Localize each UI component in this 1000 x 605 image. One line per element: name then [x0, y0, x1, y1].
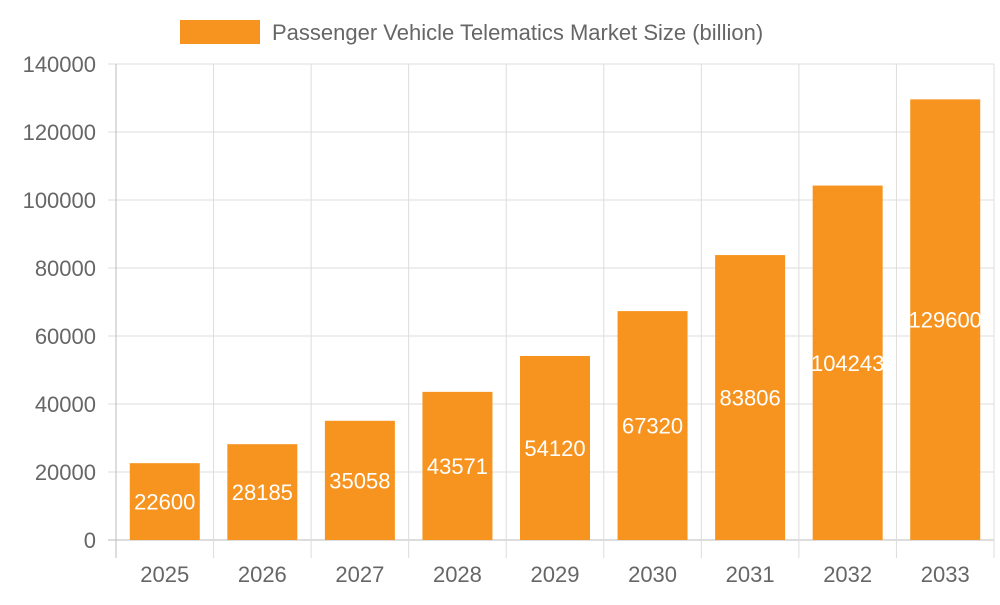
bar: [910, 99, 981, 541]
x-tick-label: 2031: [726, 562, 775, 587]
bar-value-label: 67320: [622, 414, 683, 439]
bar: [617, 311, 688, 540]
y-tick-label: 60000: [35, 324, 96, 349]
x-tick-label: 2028: [433, 562, 482, 587]
y-tick-label: 140000: [23, 52, 96, 77]
bar: [324, 420, 395, 540]
bar: [520, 355, 590, 540]
y-tick-label: 20000: [35, 460, 96, 485]
bar-value-label: 28185: [232, 480, 293, 505]
bar-value-label: 129600: [909, 308, 982, 333]
bar-value-label: 104243: [811, 351, 884, 376]
y-tick-label: 120000: [23, 120, 96, 145]
bar: [715, 255, 786, 540]
grid: 0 20000 40000 60000 80000 100000 120000 140000 2…: [23, 52, 995, 587]
x-tick-label: 2026: [238, 562, 287, 587]
bar: [422, 391, 493, 540]
x-tick-label: 2030: [628, 562, 677, 587]
legend[interactable]: Passenger Vehicle Telematics Market Size…: [180, 20, 763, 45]
bar: [812, 185, 883, 541]
y-tick-label: 0: [84, 528, 96, 553]
bar-value-label: 35058: [329, 468, 390, 493]
legend-label: Passenger Vehicle Telematics Market Size…: [272, 20, 763, 45]
bar-value-label: 22600: [134, 490, 195, 515]
y-tick-label: 80000: [35, 256, 96, 281]
x-tick-label: 2033: [921, 562, 970, 587]
x-tick-label: 2027: [335, 562, 384, 587]
x-tick-label: 2032: [823, 562, 872, 587]
bar: [227, 444, 298, 540]
y-tick-label: 40000: [35, 392, 96, 417]
bar: [129, 463, 200, 540]
bar-value-label: 43571: [427, 454, 488, 479]
x-tick-label: 2029: [531, 562, 580, 587]
legend-swatch: [180, 20, 260, 44]
bars: 22600 28185 35058 43571 54120 67320 83806 10424…: [129, 99, 982, 541]
y-tick-label: 100000: [23, 188, 96, 213]
bar-value-label: 54120: [524, 436, 585, 461]
bar-value-label: 83806: [720, 386, 781, 411]
x-tick-label: 2025: [140, 562, 189, 587]
